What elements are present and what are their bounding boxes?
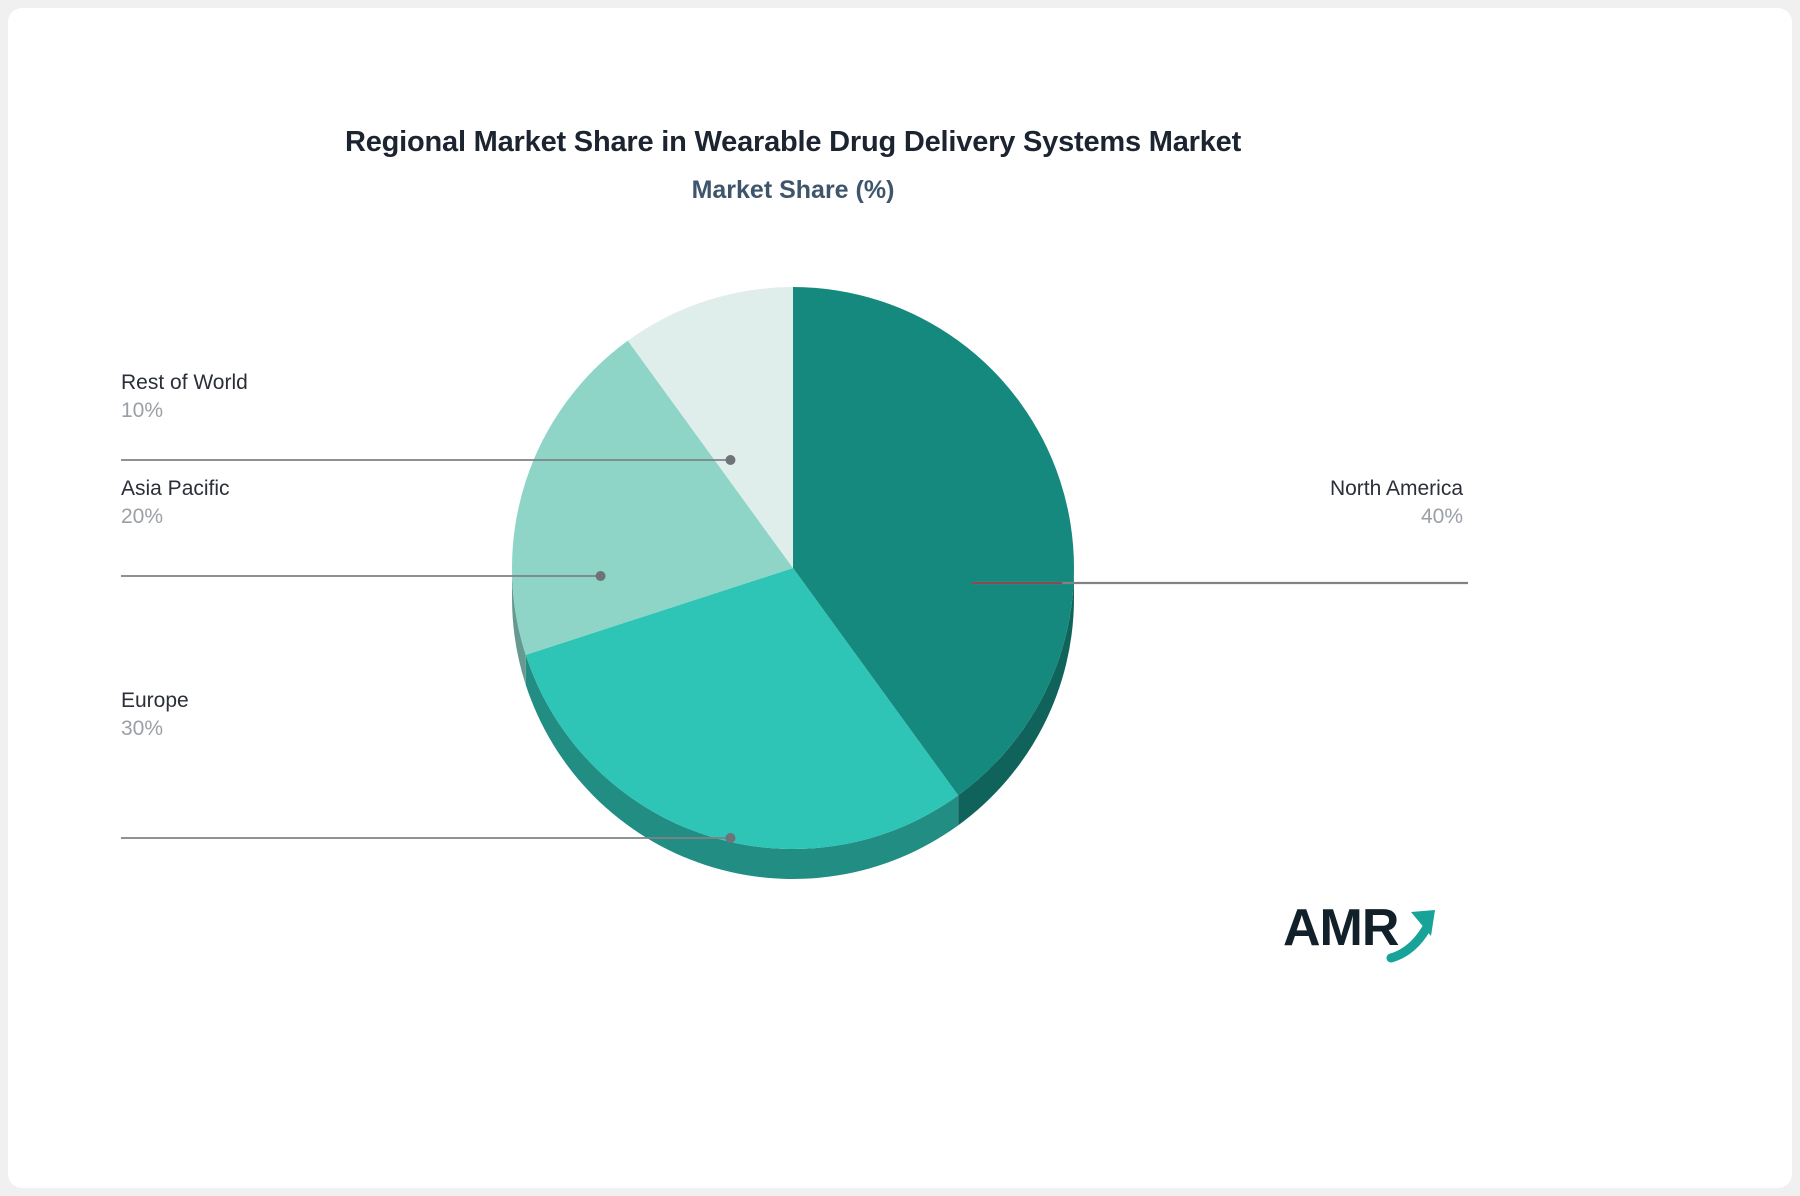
callout-rest-of-world[interactable]: Rest of World 10% (121, 370, 731, 426)
callout-europe-value: 30% (121, 717, 164, 740)
callout-rest-of-world-value: 10% (121, 399, 164, 422)
amr-logo: AMR (1283, 896, 1463, 974)
leader-dot (725, 833, 736, 843)
pie-slice-depth (958, 568, 1074, 826)
callout-north-america-value: 40% (1420, 505, 1463, 528)
chart-title: Regional Market Share in Wearable Drug D… (344, 126, 1242, 158)
pie-slice-rest-of-world[interactable] (627, 287, 793, 568)
pie-slice-depth (512, 568, 526, 685)
callout-asia-pacific-value: 20% (121, 505, 164, 528)
callout-north-america-label: North America (1329, 477, 1463, 500)
callout-north-america[interactable]: North America 40% (1008, 476, 1463, 532)
chart-card: Regional Market Share in Wearable Drug D… (8, 8, 1792, 1188)
chart-subtitle: Market Share (%) (691, 176, 895, 204)
amr-logo-text: AMR (1283, 899, 1399, 957)
callout-asia-pacific-label: Asia Pacific (121, 477, 230, 500)
amr-arrow-icon (1386, 910, 1435, 963)
leader-dot (725, 455, 736, 465)
leader-dot (595, 571, 606, 581)
callout-europe-label: Europe (121, 689, 189, 712)
pie-slice-north-america[interactable] (793, 287, 1075, 796)
callout-rest-of-world-label: Rest of World (121, 371, 248, 394)
callout-asia-pacific[interactable]: Asia Pacific 20% (121, 476, 596, 532)
callout-europe[interactable]: Europe 30% (121, 688, 731, 744)
